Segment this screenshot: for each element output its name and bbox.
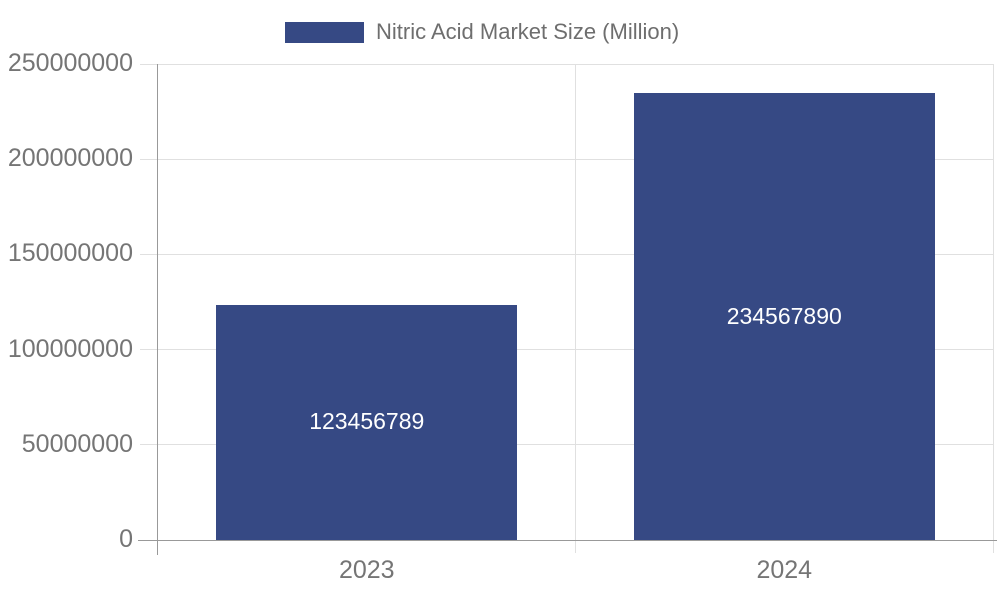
y-axis-tick-label: 50000000: [21, 429, 133, 458]
y-axis-tick: [140, 253, 158, 255]
y-axis-tick-label: 100000000: [7, 334, 133, 363]
bar-value-label: 123456789: [309, 408, 425, 435]
y-axis-line: [157, 64, 158, 555]
y-axis-tick: [140, 349, 158, 351]
bar-2023: [216, 304, 518, 540]
legend-item[interactable]: Nitric Acid Market Size (Million): [285, 19, 679, 45]
legend-swatch: [285, 21, 364, 43]
y-axis-tick: [140, 444, 158, 446]
x-axis-line: [138, 539, 997, 541]
category-separator-line: [575, 64, 576, 553]
x-axis-tick-label: 2023: [338, 556, 395, 584]
y-axis-tick-label: 200000000: [7, 144, 133, 173]
y-axis-tick-label: 250000000: [7, 49, 133, 77]
legend-label: Nitric Acid Market Size (Million): [376, 19, 680, 44]
y-axis-tick: [140, 158, 158, 160]
x-axis-tick-label: 2024: [756, 556, 813, 584]
y-axis-tick-label: 150000000: [7, 239, 133, 268]
bar-value-label: 234567890: [726, 302, 842, 329]
category-separator-line: [992, 64, 994, 553]
bar-2024: [633, 93, 935, 540]
y-axis-tick: [140, 63, 158, 65]
y-axis-tick-label: 0: [119, 525, 133, 553]
